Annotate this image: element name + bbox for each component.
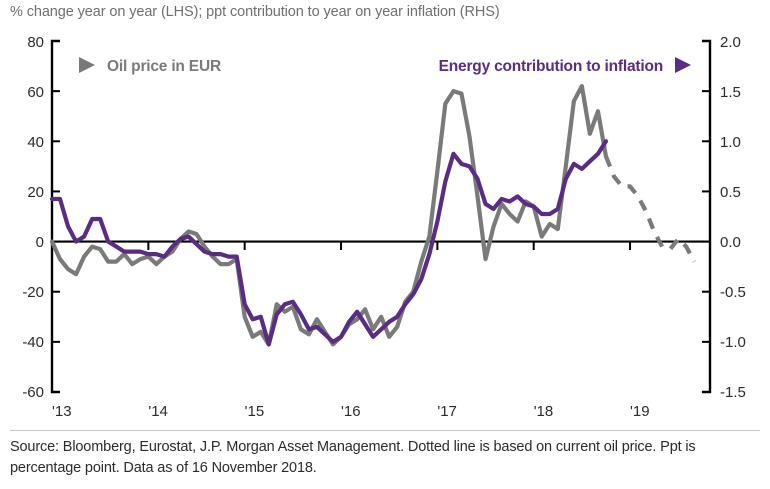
legend-label-energy-contribution: Energy contribution to inflation: [439, 58, 663, 75]
series-line-energy-contribution: [49, 139, 609, 347]
chart-svg: Oil price in EUR Energy contribution to …: [22, 34, 746, 420]
x-tick-label: '13: [52, 403, 72, 420]
y2-tick-label: 0.5: [720, 184, 741, 201]
y-tick-label: 80: [27, 34, 44, 51]
y-tick-label: 40: [27, 134, 44, 151]
x-axis-tick-labels: '13 '14 '15 '16 '17 '18 '19: [52, 403, 650, 420]
series-line-oil-price-forecast: [603, 155, 697, 263]
y2-tick-label: -0.5: [720, 284, 746, 301]
footer-divider: [10, 430, 760, 431]
axis-spines: [50, 39, 712, 394]
x-tick-label: '15: [245, 403, 265, 420]
y2-tick-label: 2.0: [720, 34, 741, 51]
y-tick-label: -60: [22, 384, 44, 401]
x-tick-label: '16: [341, 403, 361, 420]
x-tick-label: '14: [148, 403, 168, 420]
x-axis-ticks: [51, 241, 632, 250]
y-tick-label: 60: [27, 84, 44, 101]
x-tick-label: '18: [534, 403, 554, 420]
y2-tick-label: -1.0: [720, 334, 746, 351]
y2-tick-label: 1.5: [720, 84, 741, 101]
right-triangle-icon: [675, 57, 691, 73]
legend-energy-contribution: Energy contribution to inflation: [439, 57, 691, 75]
y-tick-label: -20: [22, 284, 44, 301]
x-tick-label: '17: [437, 403, 457, 420]
y-tick-label: 0: [36, 234, 44, 251]
legend-oil-price: Oil price in EUR: [79, 57, 221, 75]
x-tick-label: '19: [630, 403, 650, 420]
y-tick-label: -40: [22, 334, 44, 351]
series-line-oil-price: [49, 84, 609, 347]
y2-tick-label: 0.0: [720, 234, 741, 251]
y2-tick-label: -1.5: [720, 384, 746, 401]
chart-plot-area: Oil price in EUR Energy contribution to …: [0, 24, 770, 424]
legend-label-oil-price: Oil price in EUR: [107, 58, 221, 75]
source-note: Source: Bloomberg, Eurostat, J.P. Morgan…: [10, 439, 696, 477]
y-tick-label: 20: [27, 184, 44, 201]
y2-tick-label: 1.0: [720, 134, 741, 151]
y-axis-left-labels: 80 60 40 20 0 -20 -40 -60: [22, 34, 44, 401]
chart-subtitle: % change year on year (LHS); ppt contrib…: [10, 4, 500, 20]
y-axis-right-labels: 2.0 1.5 1.0 0.5 0.0 -0.5 -1.0 -1.5: [720, 34, 746, 401]
left-triangle-icon: [79, 57, 95, 73]
